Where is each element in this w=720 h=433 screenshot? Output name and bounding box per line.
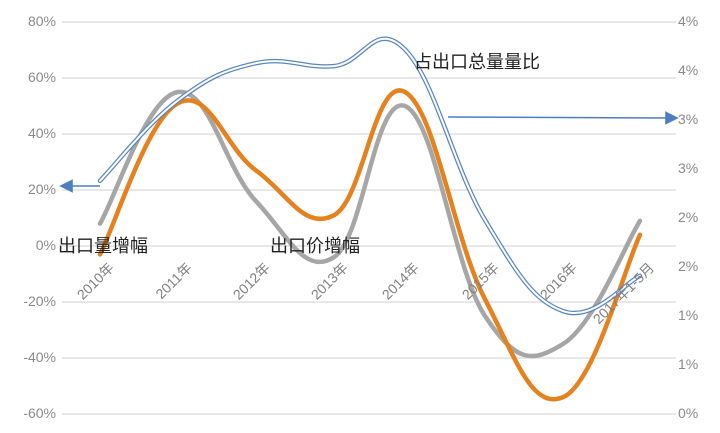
left-axis-tick: -20% [23,293,56,309]
price-growth-label: 出口价增幅 [270,236,360,257]
export-share-label: 占出口总量量比 [414,52,540,73]
series-line-price [97,89,643,359]
left-axis-tick: -60% [23,405,56,421]
right-axis-arrow-icon [447,111,679,125]
series-line-share-inner [99,37,641,315]
left-axis-tick: 20% [27,181,56,197]
right-axis-tick: 2% [678,258,699,274]
right-axis-tick: 4% [678,62,699,78]
right-axis-tick: 1% [678,307,699,323]
right-axis-tick: 4% [678,13,699,29]
right-axis-tick: 0% [678,405,699,421]
volume-growth-label: 出口量增幅 [58,236,148,257]
gridlines [62,21,676,415]
series-lines [97,36,643,402]
right-axis-tick: 1% [678,356,699,372]
right-axis-tick: 3% [678,160,699,176]
left-axis-tick: -40% [23,349,56,365]
series-line-volume [97,88,643,402]
right-axis-tick: 3% [678,111,699,127]
right-axis-tick: 2% [678,209,699,225]
left-axis-tick: 40% [27,125,56,141]
left-axis-tick: 0% [35,237,56,253]
axis-pointer-arrows [59,111,679,193]
left-axis-tick: 60% [27,69,56,85]
left-axis-tick: 80% [27,13,56,29]
